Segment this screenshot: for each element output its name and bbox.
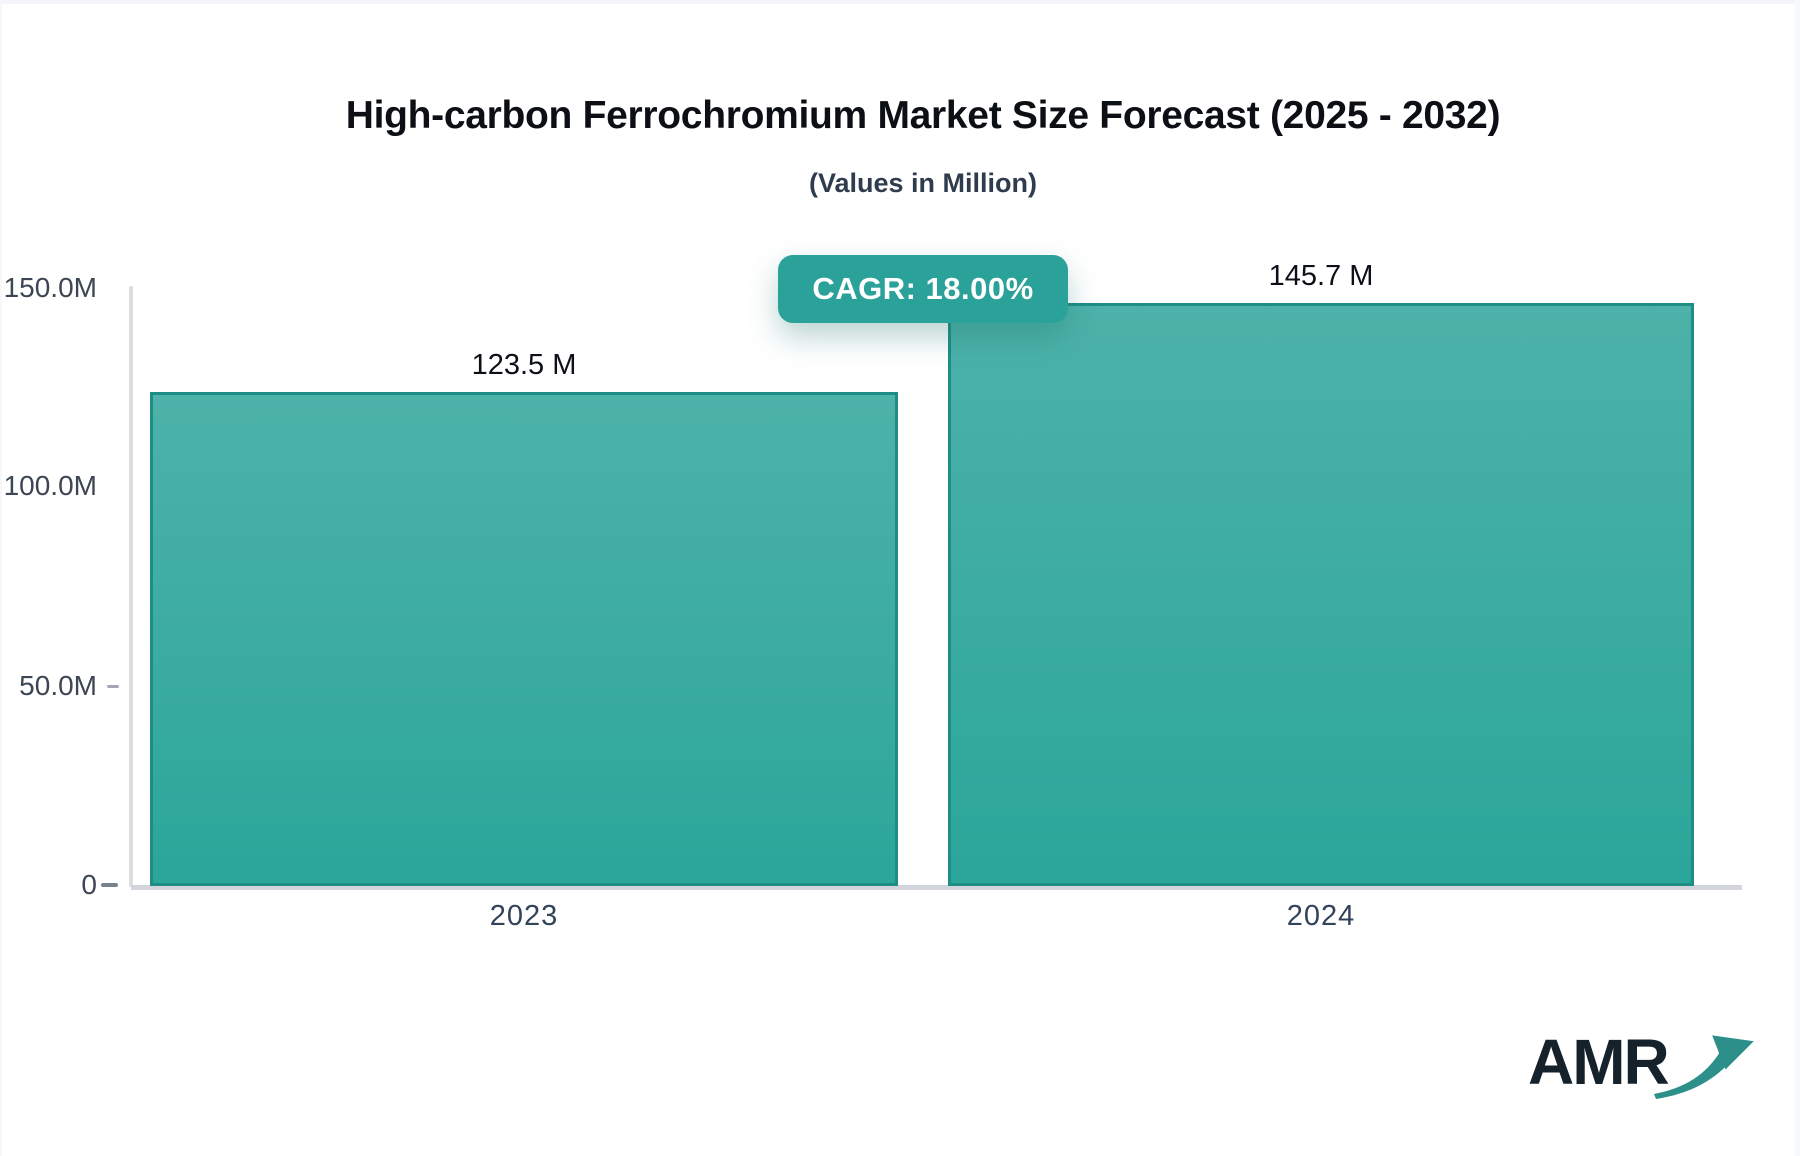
chart-title: High-carbon Ferrochromium Market Size Fo…	[345, 94, 1501, 137]
y-tick-mark-0	[101, 883, 118, 887]
bar-2023[interactable]	[150, 392, 898, 886]
chart-subtitle: (Values in Million)	[808, 168, 1038, 198]
y-tick-label-150: 150.0M	[3, 272, 97, 303]
y-axis-line	[129, 286, 133, 887]
x-tick-label-2024: 2024	[1286, 900, 1356, 932]
bar-value-label-2024: 145.7 M	[1268, 260, 1374, 292]
bar-2024[interactable]	[948, 303, 1694, 886]
y-tick-label-0: 0	[81, 869, 97, 900]
cagr-badge-label: CAGR: 18.00%	[812, 271, 1034, 306]
cagr-badge: CAGR: 18.00%	[778, 255, 1068, 323]
bar-slot-2023: 123.5 M	[150, 349, 898, 886]
frame-edge-right	[1795, 0, 1800, 1156]
frame-edge-left	[0, 0, 2, 1156]
x-axis-line	[131, 885, 1742, 890]
bar-value-label-2023: 123.5 M	[471, 349, 577, 381]
amr-logo-text: AMR	[1528, 1026, 1670, 1098]
bar-slot-2024: 145.7 M	[948, 260, 1694, 886]
y-tick-label-50: 50.0M	[19, 670, 97, 701]
x-tick-label-2023: 2023	[489, 900, 559, 932]
y-tick-label-100: 100.0M	[3, 470, 97, 501]
growth-arrow-icon	[1652, 1032, 1756, 1107]
amr-logo: AMR	[1528, 1030, 1756, 1107]
y-tick-mark-50	[107, 685, 119, 688]
frame-edge-top	[0, 0, 1800, 4]
